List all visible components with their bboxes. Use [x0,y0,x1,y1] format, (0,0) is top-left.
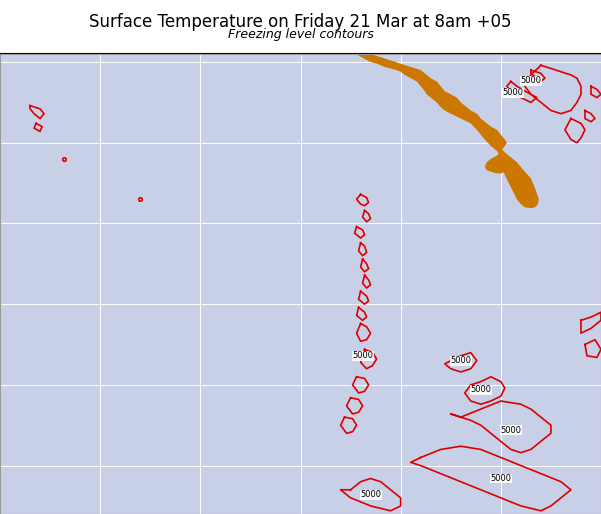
Polygon shape [498,145,539,208]
Text: 5000: 5000 [490,474,511,483]
Text: 5000: 5000 [360,490,381,499]
Text: 5000: 5000 [352,351,373,360]
Text: Surface Temperature on Friday 21 Mar at 8am +05: Surface Temperature on Friday 21 Mar at … [90,13,511,31]
Text: 5000: 5000 [502,88,523,97]
Text: 5000: 5000 [501,426,521,434]
Text: Freezing level contours: Freezing level contours [228,28,373,41]
Polygon shape [356,54,507,173]
Text: 5000: 5000 [450,356,471,365]
Text: 5000: 5000 [520,76,542,85]
Text: 5000: 5000 [471,385,491,394]
